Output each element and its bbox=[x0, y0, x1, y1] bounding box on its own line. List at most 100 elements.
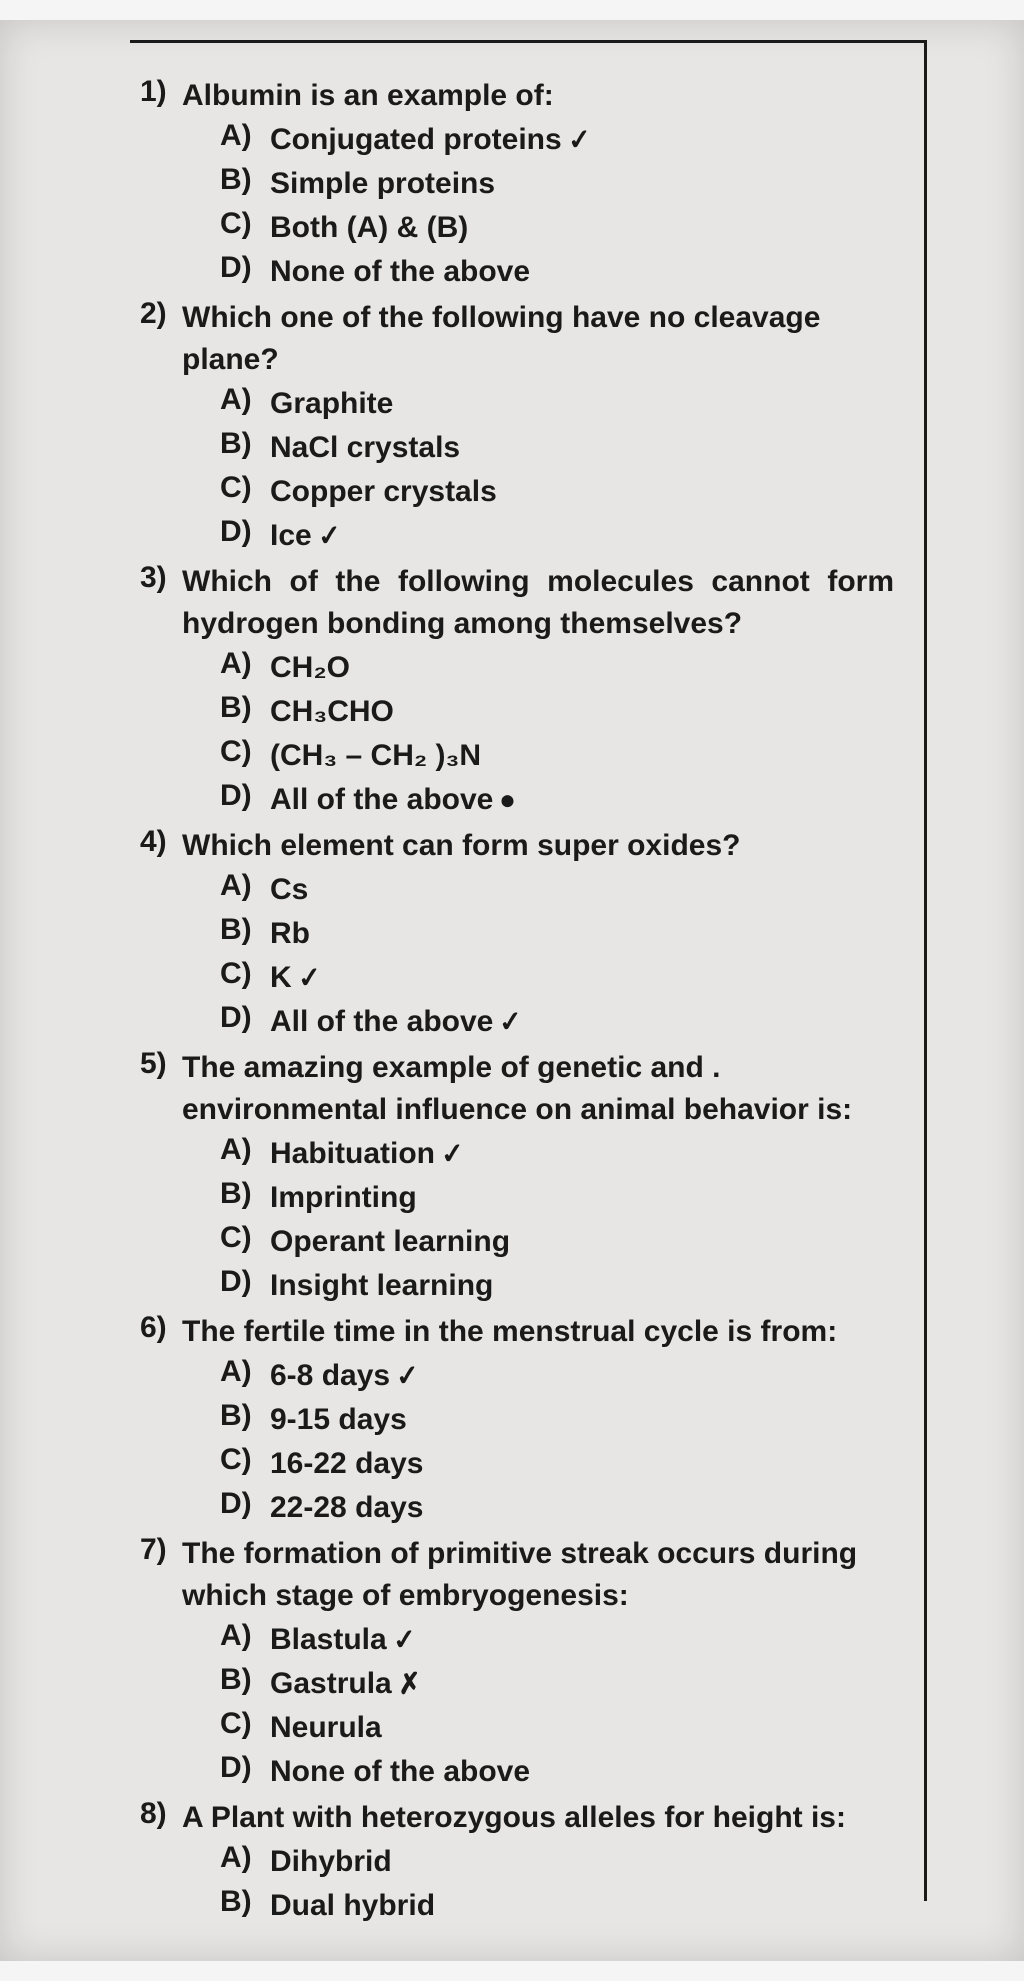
option-label: B) bbox=[220, 1885, 270, 1919]
option-text: Dihybrid bbox=[270, 1841, 392, 1883]
question-stem: 8) A Plant with heterozygous alleles for… bbox=[140, 1797, 894, 1839]
option-text: NaCl crystals bbox=[270, 427, 460, 469]
option: C) 16-22 days bbox=[220, 1443, 894, 1485]
checkmark-icon: ✓ bbox=[296, 958, 323, 999]
option-text: Simple proteins bbox=[270, 163, 495, 205]
option: D) All of the above● bbox=[220, 779, 894, 821]
options-list: A) Dihybrid B) Dual hybrid bbox=[140, 1841, 894, 1927]
option-text: Conjugated proteins✓ bbox=[270, 119, 591, 161]
option: C) K✓ bbox=[220, 957, 894, 999]
options-list: A) Conjugated proteins✓ B) Simple protei… bbox=[140, 119, 894, 293]
option: A) Habituation✓ bbox=[220, 1133, 894, 1175]
option-text: All of the above✓ bbox=[270, 1001, 523, 1043]
option-text: Dual hybrid bbox=[270, 1885, 435, 1927]
option: D) 22-28 days bbox=[220, 1487, 894, 1529]
checkmark-icon: ✓ bbox=[439, 1134, 466, 1175]
option-text: Operant learning bbox=[270, 1221, 510, 1263]
question-text: The formation of primitive streak occurs… bbox=[182, 1533, 894, 1617]
checkmark-icon: ✓ bbox=[498, 1002, 525, 1043]
option-text: None of the above bbox=[270, 251, 530, 293]
option: D) All of the above✓ bbox=[220, 1001, 894, 1043]
option-text: CH₂O bbox=[270, 647, 350, 689]
question-stem: 4) Which element can form super oxides? bbox=[140, 825, 894, 867]
option-label: D) bbox=[220, 1487, 270, 1521]
option-text: Habituation✓ bbox=[270, 1133, 464, 1175]
option: A) Blastula✓ bbox=[220, 1619, 894, 1661]
option-text: 16-22 days bbox=[270, 1443, 423, 1485]
document-page: 1) Albumin is an example of: A) Conjugat… bbox=[0, 20, 1024, 1961]
option: B) Dual hybrid bbox=[220, 1885, 894, 1927]
option-label: B) bbox=[220, 691, 270, 725]
option: A) Conjugated proteins✓ bbox=[220, 119, 894, 161]
option: B) NaCl crystals bbox=[220, 427, 894, 469]
question-block: 1) Albumin is an example of: A) Conjugat… bbox=[140, 75, 894, 293]
option-label: A) bbox=[220, 1619, 270, 1653]
options-list: A) Graphite B) NaCl crystals C) Copper c… bbox=[140, 383, 894, 557]
option: C) Both (A) & (B) bbox=[220, 207, 894, 249]
question-text: The fertile time in the menstrual cycle … bbox=[182, 1311, 837, 1353]
option-text: None of the above bbox=[270, 1751, 530, 1793]
checkmark-icon: ✓ bbox=[566, 120, 593, 161]
option-label: B) bbox=[220, 163, 270, 197]
question-block: 3) Which of the following molecules cann… bbox=[140, 561, 894, 821]
checkmark-icon: ✓ bbox=[394, 1356, 421, 1397]
question-block: 8) A Plant with heterozygous alleles for… bbox=[140, 1797, 894, 1927]
option-text: 22-28 days bbox=[270, 1487, 423, 1529]
option-text: Imprinting bbox=[270, 1177, 417, 1219]
option: D) None of the above bbox=[220, 251, 894, 293]
option: B) Gastrula✗ bbox=[220, 1663, 894, 1705]
question-number: 6) bbox=[140, 1311, 182, 1345]
option: A) 6-8 days✓ bbox=[220, 1355, 894, 1397]
option-label: C) bbox=[220, 471, 270, 505]
option-label: B) bbox=[220, 1177, 270, 1211]
option-text: All of the above● bbox=[270, 779, 516, 821]
option: B) 9-15 days bbox=[220, 1399, 894, 1441]
option: B) Imprinting bbox=[220, 1177, 894, 1219]
question-text: The amazing example of genetic and . env… bbox=[182, 1047, 894, 1131]
option-label: A) bbox=[220, 119, 270, 153]
options-list: A) 6-8 days✓ B) 9-15 days C) 16-22 days … bbox=[140, 1355, 894, 1529]
option-text: Ice✓ bbox=[270, 515, 341, 557]
question-text: Which one of the following have no cleav… bbox=[182, 297, 894, 381]
option-label: C) bbox=[220, 207, 270, 241]
question-number: 3) bbox=[140, 561, 182, 595]
option-label: C) bbox=[220, 957, 270, 991]
question-stem: 3) Which of the following molecules cann… bbox=[140, 561, 894, 645]
option-text: Neurula bbox=[270, 1707, 382, 1749]
option-label: B) bbox=[220, 913, 270, 947]
question-number: 7) bbox=[140, 1533, 182, 1567]
option: A) Cs bbox=[220, 869, 894, 911]
option-label: A) bbox=[220, 1841, 270, 1875]
options-list: A) Blastula✓ B) Gastrula✗ C) Neurula D) … bbox=[140, 1619, 894, 1793]
option-label: C) bbox=[220, 1221, 270, 1255]
option-text: Copper crystals bbox=[270, 471, 497, 513]
option: A) Dihybrid bbox=[220, 1841, 894, 1883]
options-list: A) Cs B) Rb C) K✓ D) All of the above✓ bbox=[140, 869, 894, 1043]
option-label: B) bbox=[220, 1663, 270, 1697]
option-label: D) bbox=[220, 251, 270, 285]
option: D) Ice✓ bbox=[220, 515, 894, 557]
option-text: (CH₃ – CH₂ )₃N bbox=[270, 735, 481, 777]
option-text: K✓ bbox=[270, 957, 321, 999]
option: B) Simple proteins bbox=[220, 163, 894, 205]
question-text: Which of the following molecules cannot … bbox=[182, 561, 894, 645]
option: D) Insight learning bbox=[220, 1265, 894, 1307]
question-block: 6) The fertile time in the menstrual cyc… bbox=[140, 1311, 894, 1529]
option-label: D) bbox=[220, 1001, 270, 1035]
option-label: C) bbox=[220, 735, 270, 769]
question-number: 8) bbox=[140, 1797, 182, 1831]
option: C) Copper crystals bbox=[220, 471, 894, 513]
options-list: A) CH₂O B) CH₃CHO C) (CH₃ – CH₂ )₃N D) A… bbox=[140, 647, 894, 821]
option-text: Insight learning bbox=[270, 1265, 493, 1307]
option-text: 9-15 days bbox=[270, 1399, 407, 1441]
option: A) Graphite bbox=[220, 383, 894, 425]
checkmark-icon: ● bbox=[498, 780, 518, 821]
question-text: A Plant with heterozygous alleles for he… bbox=[182, 1797, 846, 1839]
option-label: A) bbox=[220, 1133, 270, 1167]
checkmark-icon: ✓ bbox=[391, 1620, 418, 1661]
option-label: D) bbox=[220, 1265, 270, 1299]
checkmark-icon: ✓ bbox=[316, 516, 343, 557]
option-text: Blastula✓ bbox=[270, 1619, 416, 1661]
option-text: Cs bbox=[270, 869, 308, 911]
option-text: Graphite bbox=[270, 383, 393, 425]
